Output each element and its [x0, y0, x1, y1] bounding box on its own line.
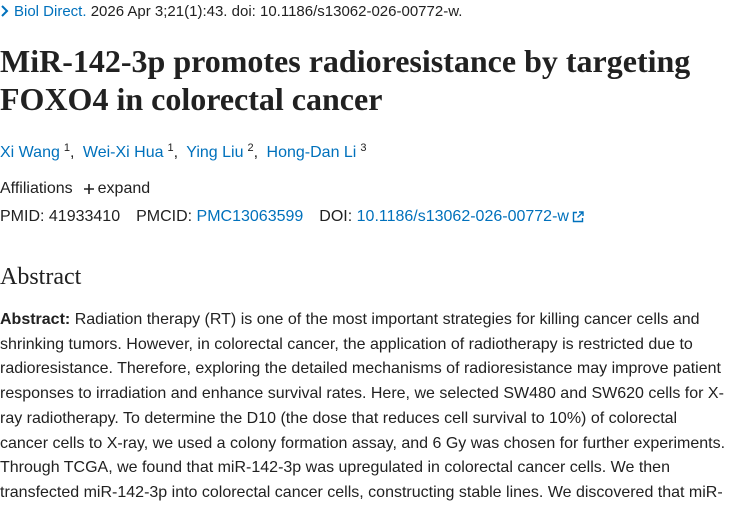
author: Xi Wang 1 [0, 142, 78, 161]
abstract-line-text: transfected miR-142-3p into colorectal c… [0, 483, 723, 501]
affiliations-label: Affiliations [0, 180, 73, 197]
author: Ying Liu 2 [186, 142, 262, 161]
doi-label: DOI: [319, 208, 353, 225]
author-name[interactable]: Xi Wang [0, 144, 60, 161]
abstract-line-text: cancer cells to X-ray, we used a colony … [0, 434, 726, 452]
plus-icon[interactable] [83, 183, 95, 195]
external-link-icon[interactable] [572, 211, 584, 223]
affiliation-number[interactable]: 2 [247, 142, 254, 154]
author-name[interactable]: Hong-Dan Li [266, 144, 357, 161]
affiliations: Affiliations expand [0, 180, 150, 198]
pmid: 41933410 [48, 208, 121, 225]
citation: Biol Direct. 2026 Apr 3;21(1):43. doi: 1… [0, 3, 462, 20]
pmid-label: PMID: [0, 208, 45, 225]
abstract-line: ray radiotherapy. To determine the D10 (… [0, 407, 750, 432]
abstract-line-text: ray radiotherapy. To determine the D10 (… [0, 409, 678, 427]
identifiers: PMID: 41933410 PMCID: PMC13063599 DOI: 10.… [0, 208, 584, 226]
abstract-line: transfected miR-142-3p into colorectal c… [0, 481, 750, 506]
abstract-line: responses to irradiation and enhance sur… [0, 382, 750, 407]
abstract-label: Abstract: [0, 311, 71, 328]
author-name[interactable]: Ying Liu [186, 144, 244, 161]
abstract-line: Abstract: Radiation therapy (RT) is one … [0, 308, 750, 333]
abstract-line: cancer cells to X-ray, we used a colony … [0, 432, 750, 457]
author: Hong-Dan Li 3 [266, 142, 367, 161]
abstract-line-text: Through TCGA, we found that miR-142-3p w… [0, 459, 670, 477]
affiliation-number[interactable]: 1 [63, 142, 70, 154]
abstract-line: Through TCGA, we found that miR-142-3p w… [0, 456, 750, 481]
abstract-line-text: Radiation therapy (RT) is one of the mos… [74, 311, 700, 328]
article-title: MiR-142-3p promotes radioresistance by t… [0, 43, 691, 117]
expand-toggle[interactable]: expand [97, 180, 151, 197]
author: Wei-Xi Hua 1 [82, 142, 182, 161]
citation-details: 2026 Apr 3;21(1):43. doi: 10.1186/s13062… [90, 3, 463, 20]
pmcid-link[interactable]: PMC13063599 [196, 208, 304, 225]
abstract-line: radioresistance. Therefore, exploring th… [0, 357, 750, 382]
abstract-text: Abstract: Radiation therapy (RT) is one … [0, 308, 750, 506]
abstract-line: shrinking tumors. However, in colorectal… [0, 333, 750, 358]
abstract-line-text: radioresistance. Therefore, exploring th… [0, 360, 721, 378]
affiliation-number[interactable]: 1 [167, 142, 174, 154]
author-name[interactable]: Wei-Xi Hua [82, 144, 164, 161]
abstract-line-text: shrinking tumors. However, in colorectal… [0, 335, 693, 353]
abstract-heading: Abstract [0, 264, 82, 290]
affiliation-number[interactable]: 3 [360, 142, 367, 154]
abstract-line-text: responses to irradiation and enhance sur… [0, 385, 724, 403]
pmcid-label: PMCID: [136, 208, 193, 225]
journal-link[interactable]: Biol Direct. [14, 3, 87, 20]
chevron-icon[interactable] [0, 5, 10, 17]
doi-link[interactable]: 10.1186/s13062-026-00772-w [356, 208, 569, 225]
